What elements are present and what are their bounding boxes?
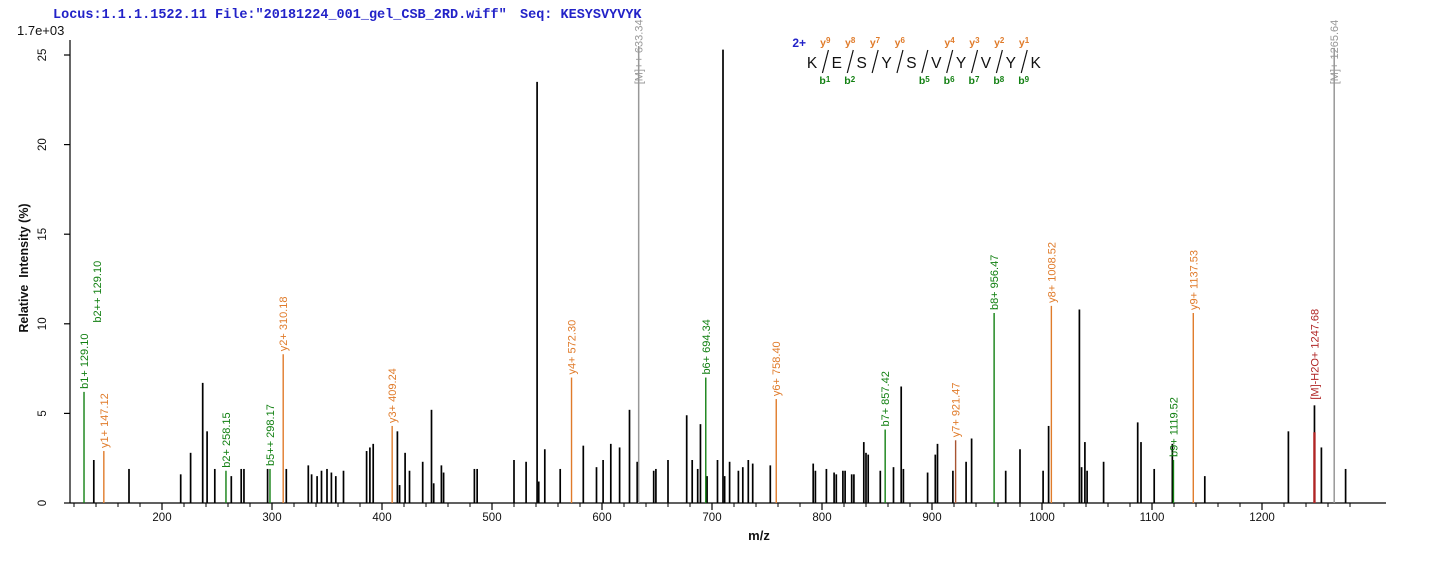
y-ticks: 0 5 10 15 20 25 xyxy=(37,49,70,506)
residue-letter: K xyxy=(807,55,818,72)
residue-letter: S xyxy=(906,55,916,72)
y-ion-label: y4 xyxy=(944,36,955,49)
peak-annotation-label: b2+ 258.15 xyxy=(221,412,233,467)
peak-annotation-label: y1+ 147.12 xyxy=(99,393,111,448)
fragment-divider xyxy=(946,49,954,74)
y-ion-label: y1 xyxy=(1019,36,1030,49)
x-tick-label: 500 xyxy=(482,512,501,524)
b-ion-label: b8 xyxy=(993,75,1004,87)
peak-annotation-label: y3+ 409.24 xyxy=(387,368,399,423)
b-ion-label: b2 xyxy=(844,75,855,87)
y-ion-label: y6 xyxy=(895,36,906,49)
y-tick-label: 10 xyxy=(37,317,49,330)
peak-annotation-label: [M]-H2O+ 1247.68 xyxy=(1309,309,1321,400)
y-ion-label: y7 xyxy=(870,36,881,49)
residue-letter: V xyxy=(981,55,992,72)
precursor-charge-label: 2+ xyxy=(792,36,806,50)
peak-annotation-label: y4+ 572.30 xyxy=(567,320,579,375)
residue-letter: Y xyxy=(956,55,966,72)
b-ion-label: b6 xyxy=(944,75,955,87)
b-ion-label: b9 xyxy=(1018,75,1029,87)
x-ticks: 200 300 400 500 600 700 800 900 1000 1100 1200 m/z xyxy=(73,503,1351,543)
y-ion-label: y2 xyxy=(994,36,1005,49)
axes xyxy=(69,40,1386,504)
x-tick-label: 400 xyxy=(372,512,391,524)
peak-annotation-label: b2++ 129.10 xyxy=(92,261,104,323)
b-ion-label: b5 xyxy=(919,75,930,87)
y-ion-label: y9 xyxy=(820,36,831,49)
y-tick-label: 5 xyxy=(37,410,49,416)
x-tick-label: 700 xyxy=(702,512,721,524)
residue-letter: V xyxy=(931,55,942,72)
x-tick-label: 900 xyxy=(922,512,941,524)
residue-letter: E xyxy=(832,55,842,72)
x-tick-label: 800 xyxy=(812,512,831,524)
fragment-divider xyxy=(970,49,979,74)
x-tick-label: 1000 xyxy=(1029,512,1055,524)
b-ion-label: b1 xyxy=(819,75,830,87)
y-tick-label: 0 xyxy=(37,500,49,506)
peak-annotation-label: y7+ 921.47 xyxy=(951,383,963,438)
max-intensity-label: 1.7e+03 xyxy=(17,23,65,38)
y-tick-label: 15 xyxy=(37,228,49,241)
fragment-divider xyxy=(1020,49,1028,74)
peak-annotation-label: b9+ 1119.52 xyxy=(1168,397,1180,457)
y-tick-label: 25 xyxy=(37,49,49,62)
fragment-divider xyxy=(846,49,854,74)
x-tick-label: 1200 xyxy=(1249,512,1275,524)
x-tick-label: 300 xyxy=(262,512,281,524)
peak-annotation-label: y8+ 1008.52 xyxy=(1046,242,1058,303)
y-tick-label: 20 xyxy=(37,138,49,151)
sequence-label: Seq: KESYSVYVYK xyxy=(520,8,642,23)
peak-annotation-label: b6+ 694.34 xyxy=(701,319,713,374)
x-axis-title: m/z xyxy=(748,528,770,543)
peaks-group xyxy=(92,49,1347,503)
fragment-divider xyxy=(896,49,904,74)
x-tick-label: 200 xyxy=(152,512,171,524)
peak-annotation-label: b8+ 956.47 xyxy=(989,255,1001,310)
peak-annotation-label: [M]+ 1265.64 xyxy=(1329,20,1341,85)
residue-letter: S xyxy=(857,55,867,72)
fragment-divider xyxy=(995,49,1003,74)
fragment-divider xyxy=(871,49,879,74)
peak-annotation-label: b7+ 857.42 xyxy=(880,371,892,426)
locus-file-title: Locus:1.1.1.1522.11 File:"20181224_001_g… xyxy=(53,8,507,23)
peak-annotation-label: [M]++ 633.34 xyxy=(634,19,646,84)
residue-letter: K xyxy=(1030,55,1041,72)
x-tick-label: 1100 xyxy=(1140,512,1165,524)
peak-annotation-label: b1+ 129.10 xyxy=(79,334,91,389)
peak-annotation-label: b5++ 298.17 xyxy=(265,404,277,466)
fragment-divider xyxy=(921,49,929,74)
peak-annotation-label: y6+ 758.40 xyxy=(771,341,783,396)
residue-letter: Y xyxy=(881,55,891,72)
y-ion-label: y3 xyxy=(969,36,980,49)
peak-annotation-label: y2+ 310.18 xyxy=(278,297,290,352)
b-ion-label: b7 xyxy=(969,75,980,87)
peak-annotation-label: y9+ 1137.53 xyxy=(1188,250,1200,310)
fragment-divider xyxy=(821,49,830,74)
x-tick-label: 600 xyxy=(592,512,611,524)
y-ion-label: y8 xyxy=(845,36,856,49)
residue-letter: Y xyxy=(1006,55,1016,72)
